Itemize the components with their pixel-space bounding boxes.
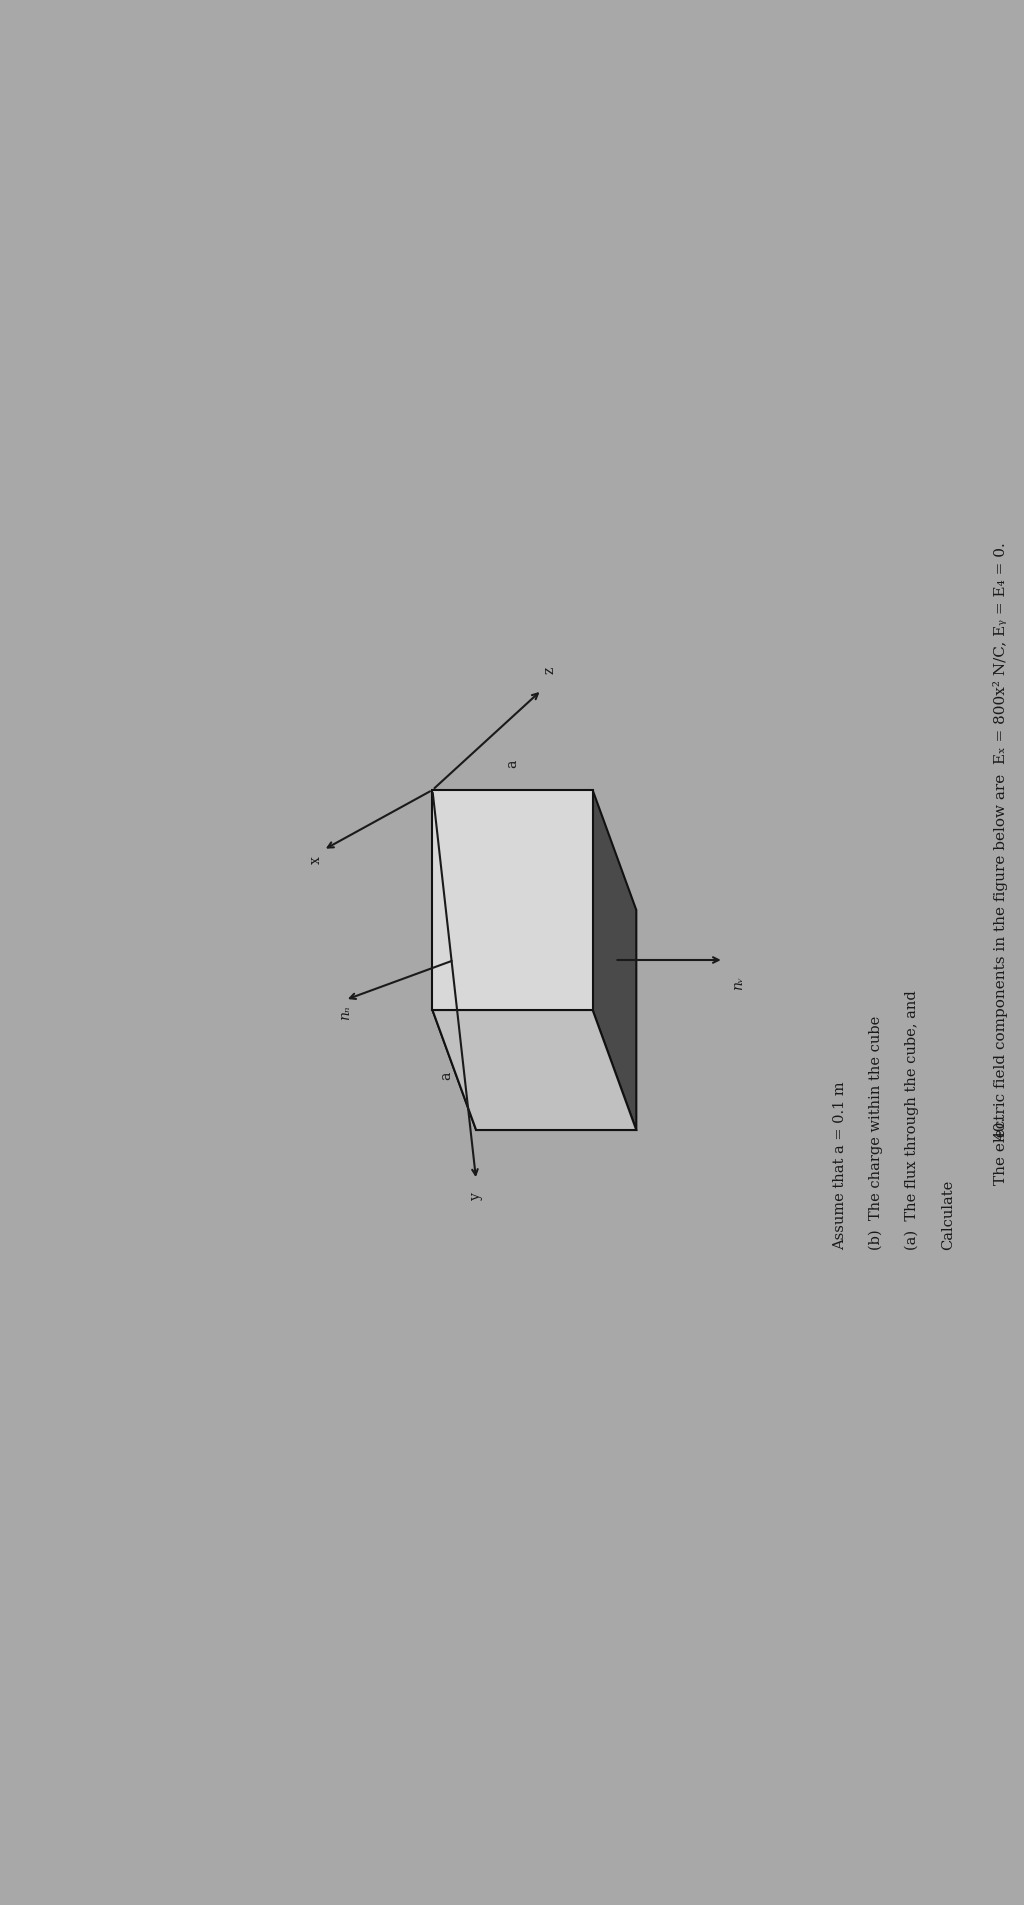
- Polygon shape: [432, 791, 593, 1010]
- Text: Calculate: Calculate: [941, 1179, 955, 1250]
- Text: O: O: [504, 893, 521, 907]
- Text: y: y: [469, 1193, 483, 1200]
- Text: nₙ: nₙ: [338, 1006, 352, 1019]
- Polygon shape: [593, 791, 636, 1130]
- Polygon shape: [476, 911, 636, 1130]
- Text: a: a: [506, 760, 519, 768]
- Text: The electric field components in the figure below are  Eₓ = 800x² N/C, Eᵧ = E₄ =: The electric field components in the fig…: [993, 543, 1008, 1185]
- Text: Assume that a = 0.1 m: Assume that a = 0.1 m: [833, 1082, 847, 1250]
- Text: a: a: [432, 840, 446, 848]
- Text: z: z: [543, 667, 556, 674]
- Polygon shape: [432, 791, 476, 1130]
- Polygon shape: [432, 1010, 636, 1130]
- Text: (a)  The flux through the cube, and: (a) The flux through the cube, and: [905, 991, 920, 1250]
- Text: (b)  The charge within the cube: (b) The charge within the cube: [869, 1015, 884, 1250]
- Text: nᵥ: nᵥ: [731, 975, 745, 991]
- Text: a: a: [439, 1073, 454, 1080]
- Text: x: x: [308, 855, 323, 865]
- Text: 40.: 40.: [993, 1116, 1007, 1139]
